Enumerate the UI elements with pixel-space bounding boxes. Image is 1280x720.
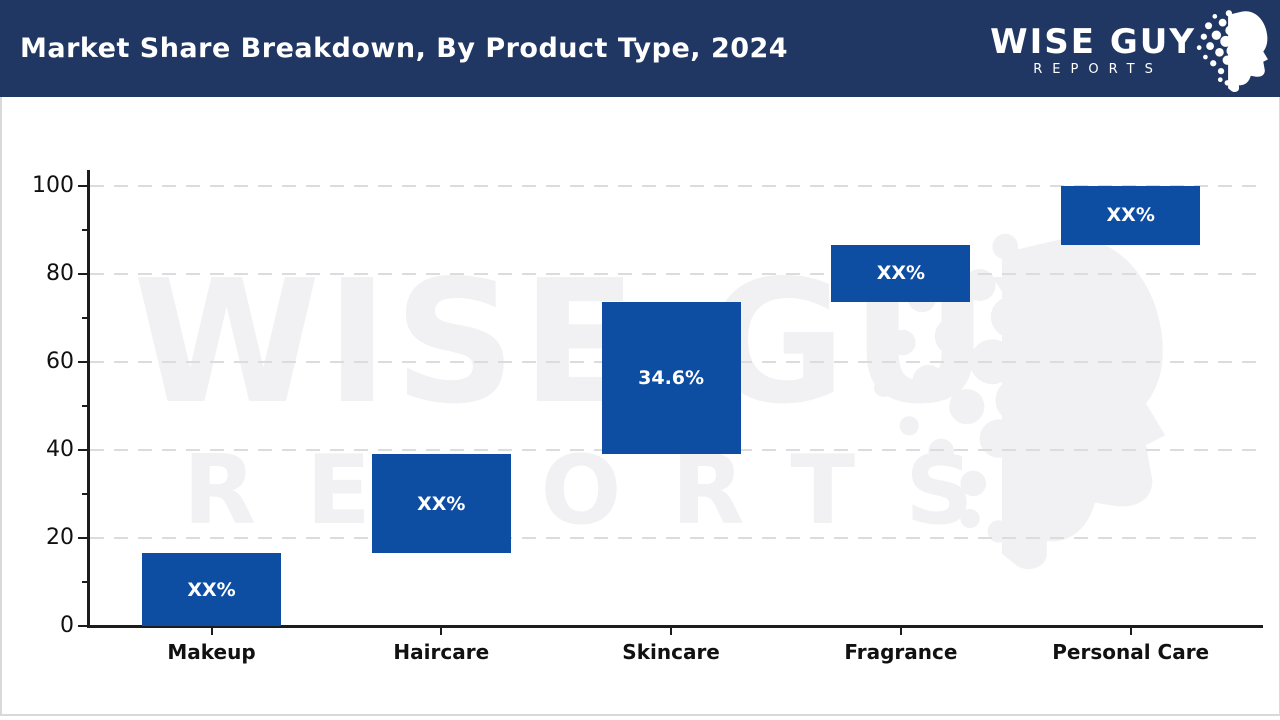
x-tick-skincare xyxy=(670,628,673,635)
bar-makeup: XX% xyxy=(142,553,281,626)
bar-label-makeup: XX% xyxy=(187,578,236,601)
y-minor-tick-90 xyxy=(82,228,88,231)
bar-haircare: XX% xyxy=(371,454,511,554)
brand-logo: WISE GUY REPORTS xyxy=(990,8,1272,93)
bar-label-skincare: 34.6% xyxy=(638,366,705,389)
x-axis-label-fragrance: Fragrance xyxy=(844,640,958,664)
x-axis-line xyxy=(87,625,1263,628)
y-tick-100 xyxy=(78,184,88,187)
bar-label-haircare: XX% xyxy=(417,492,466,515)
y-minor-tick-70 xyxy=(82,316,88,319)
watermark-line2: REPORTS xyxy=(183,436,1024,546)
brand-name: WISE GUY xyxy=(990,22,1196,63)
brand-face-icon xyxy=(1196,10,1268,93)
gridline-20 xyxy=(90,536,1262,539)
gridline-100 xyxy=(90,184,1262,187)
bar-personal-care: XX% xyxy=(1061,185,1201,245)
y-tick-0 xyxy=(78,625,88,627)
header-bar: Market Share Breakdown, By Product Type,… xyxy=(0,0,1280,97)
x-tick-makeup xyxy=(210,628,213,635)
bar-skincare: 34.6% xyxy=(601,301,741,455)
y-tick-80 xyxy=(78,272,88,275)
bar-fragrance: XX% xyxy=(831,244,971,302)
x-axis-label-haircare: Haircare xyxy=(393,640,490,664)
y-tick-label-100: 100 xyxy=(32,172,74,198)
chart-title: Market Share Breakdown, By Product Type,… xyxy=(20,33,789,64)
y-tick-label-40: 40 xyxy=(46,436,74,462)
x-tick-personal-care xyxy=(1129,628,1132,635)
x-tick-haircare xyxy=(440,628,443,635)
watermark-face-icon xyxy=(874,233,1166,570)
x-axis-label-makeup: Makeup xyxy=(167,640,256,664)
brand-subtitle: REPORTS xyxy=(1033,61,1163,77)
x-tick-fragrance xyxy=(899,628,902,635)
bar-label-fragrance: XX% xyxy=(876,262,926,285)
y-tick-label-0: 0 xyxy=(60,613,74,638)
y-minor-tick-30 xyxy=(82,492,88,495)
y-tick-20 xyxy=(78,536,88,539)
y-tick-label-80: 80 xyxy=(46,260,74,286)
y-tick-label-60: 60 xyxy=(46,348,74,374)
x-axis-label-personal-care: Personal Care xyxy=(1052,640,1210,664)
y-tick-label-20: 20 xyxy=(46,524,74,550)
y-minor-tick-10 xyxy=(82,580,88,583)
x-axis-label-skincare: Skincare xyxy=(622,640,720,664)
y-minor-tick-50 xyxy=(82,404,88,407)
gridline-80 xyxy=(90,272,1262,275)
y-axis-line xyxy=(87,170,90,628)
brand-logo-text: WISE GUY REPORTS xyxy=(990,22,1196,77)
bar-label-personal-care: XX% xyxy=(1106,204,1155,227)
y-tick-60 xyxy=(78,360,88,363)
y-tick-40 xyxy=(78,448,88,451)
